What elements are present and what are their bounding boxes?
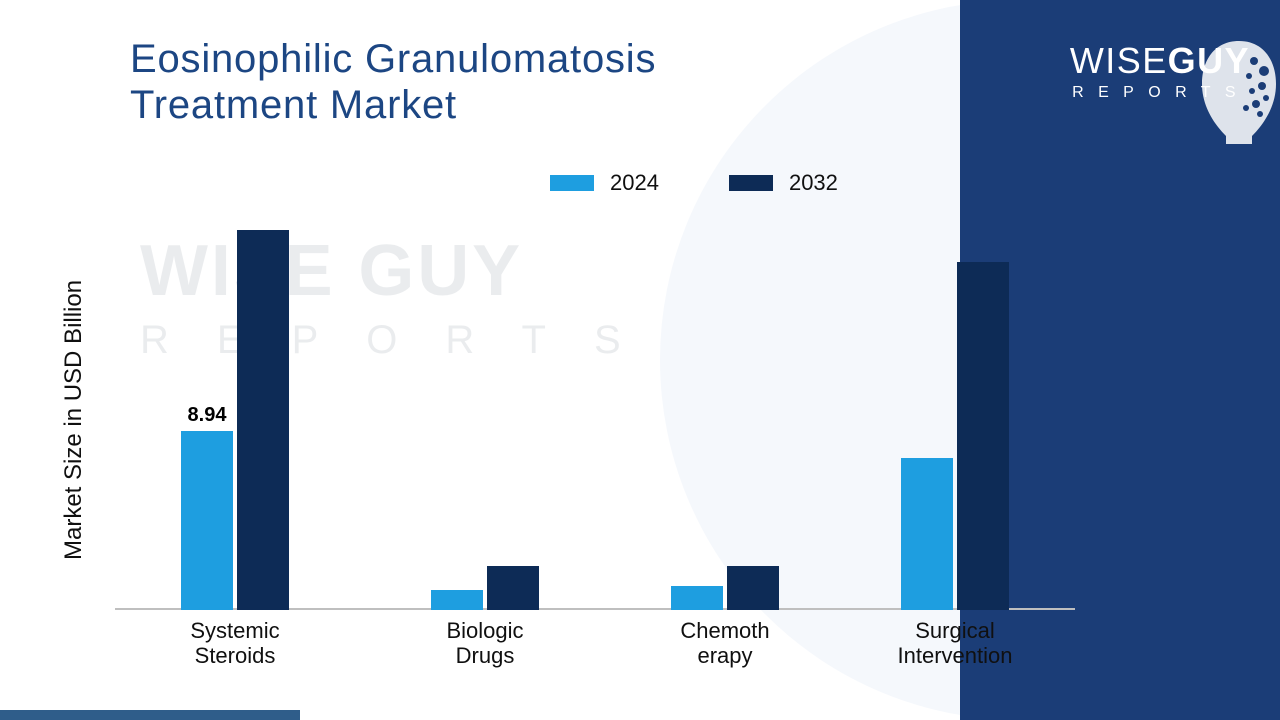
bar-2032 <box>237 230 289 610</box>
bar-2024 <box>671 586 723 610</box>
legend-label-2032: 2032 <box>789 170 838 196</box>
legend-label-2024: 2024 <box>610 170 659 196</box>
brand-logo-bold: GUY <box>1168 40 1250 81</box>
legend-swatch-2032 <box>729 175 773 191</box>
bottom-accent-bar <box>0 710 300 720</box>
bar-2024 <box>431 590 483 610</box>
plot-area: 8.94SystemicSteroidsBiologicDrugsChemoth… <box>115 210 1075 610</box>
bar-2024 <box>901 458 953 610</box>
bar-2032 <box>487 566 539 610</box>
chart-title-line2: Treatment Market <box>130 82 656 128</box>
bar-value-label: 8.94 <box>177 404 237 427</box>
legend: 2024 2032 <box>550 170 838 196</box>
chart-title: Eosinophilic Granulomatosis Treatment Ma… <box>130 36 656 128</box>
legend-swatch-2024 <box>550 175 594 191</box>
brand-logo: WISEGUY REPORTS <box>1070 40 1250 102</box>
category-label: BiologicDrugs <box>385 618 585 669</box>
legend-item-2024: 2024 <box>550 170 659 196</box>
bar-2032 <box>727 566 779 610</box>
legend-item-2032: 2032 <box>729 170 838 196</box>
chart-card: WISE GUY REPORTS WISEGUY REPORTS Eosinop… <box>0 0 1280 720</box>
bar-2024 <box>181 431 233 610</box>
y-axis-label: Market Size in USD Billion <box>60 280 88 560</box>
brand-logo-top: WISEGUY <box>1070 40 1250 82</box>
category-label: SurgicalIntervention <box>855 618 1055 669</box>
brand-logo-light: WISE <box>1070 40 1168 81</box>
brand-logo-bottom: REPORTS <box>1070 84 1250 102</box>
category-label: SystemicSteroids <box>135 618 335 669</box>
category-label: Chemotherapy <box>625 618 825 669</box>
bar-2032 <box>957 262 1009 610</box>
chart-title-line1: Eosinophilic Granulomatosis <box>130 36 656 82</box>
